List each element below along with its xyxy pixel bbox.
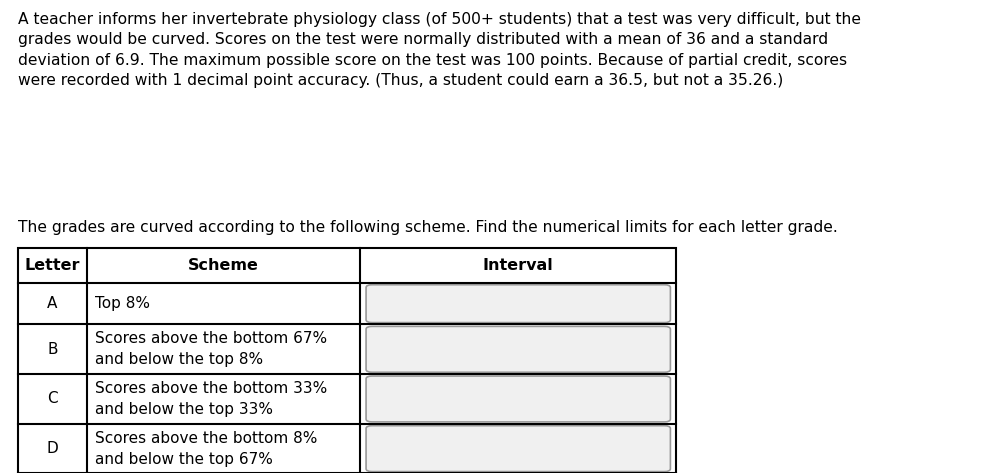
Text: Interval: Interval (483, 258, 553, 273)
Text: A: A (47, 296, 57, 311)
Text: The grades are curved according to the following scheme. Find the numerical limi: The grades are curved according to the f… (18, 220, 838, 235)
Text: Scores above the bottom 67%
and below the top 8%: Scores above the bottom 67% and below th… (94, 331, 326, 368)
Text: Scores above the bottom 33%
and below the top 33%: Scores above the bottom 33% and below th… (94, 381, 327, 417)
Text: Top 8%: Top 8% (94, 296, 149, 311)
Text: B: B (47, 342, 58, 357)
Text: D: D (46, 441, 58, 456)
Text: Scores above the bottom 8%
and below the top 67%: Scores above the bottom 8% and below the… (94, 430, 318, 467)
FancyBboxPatch shape (366, 376, 670, 422)
FancyBboxPatch shape (366, 426, 670, 472)
FancyBboxPatch shape (366, 326, 670, 372)
Text: Letter: Letter (25, 258, 80, 273)
Bar (18, 248, 676, 473)
FancyBboxPatch shape (366, 285, 670, 323)
Text: C: C (47, 392, 58, 406)
Text: Scheme: Scheme (188, 258, 259, 273)
Text: A teacher informs her invertebrate physiology class (of 500+ students) that a te: A teacher informs her invertebrate physi… (18, 12, 861, 88)
